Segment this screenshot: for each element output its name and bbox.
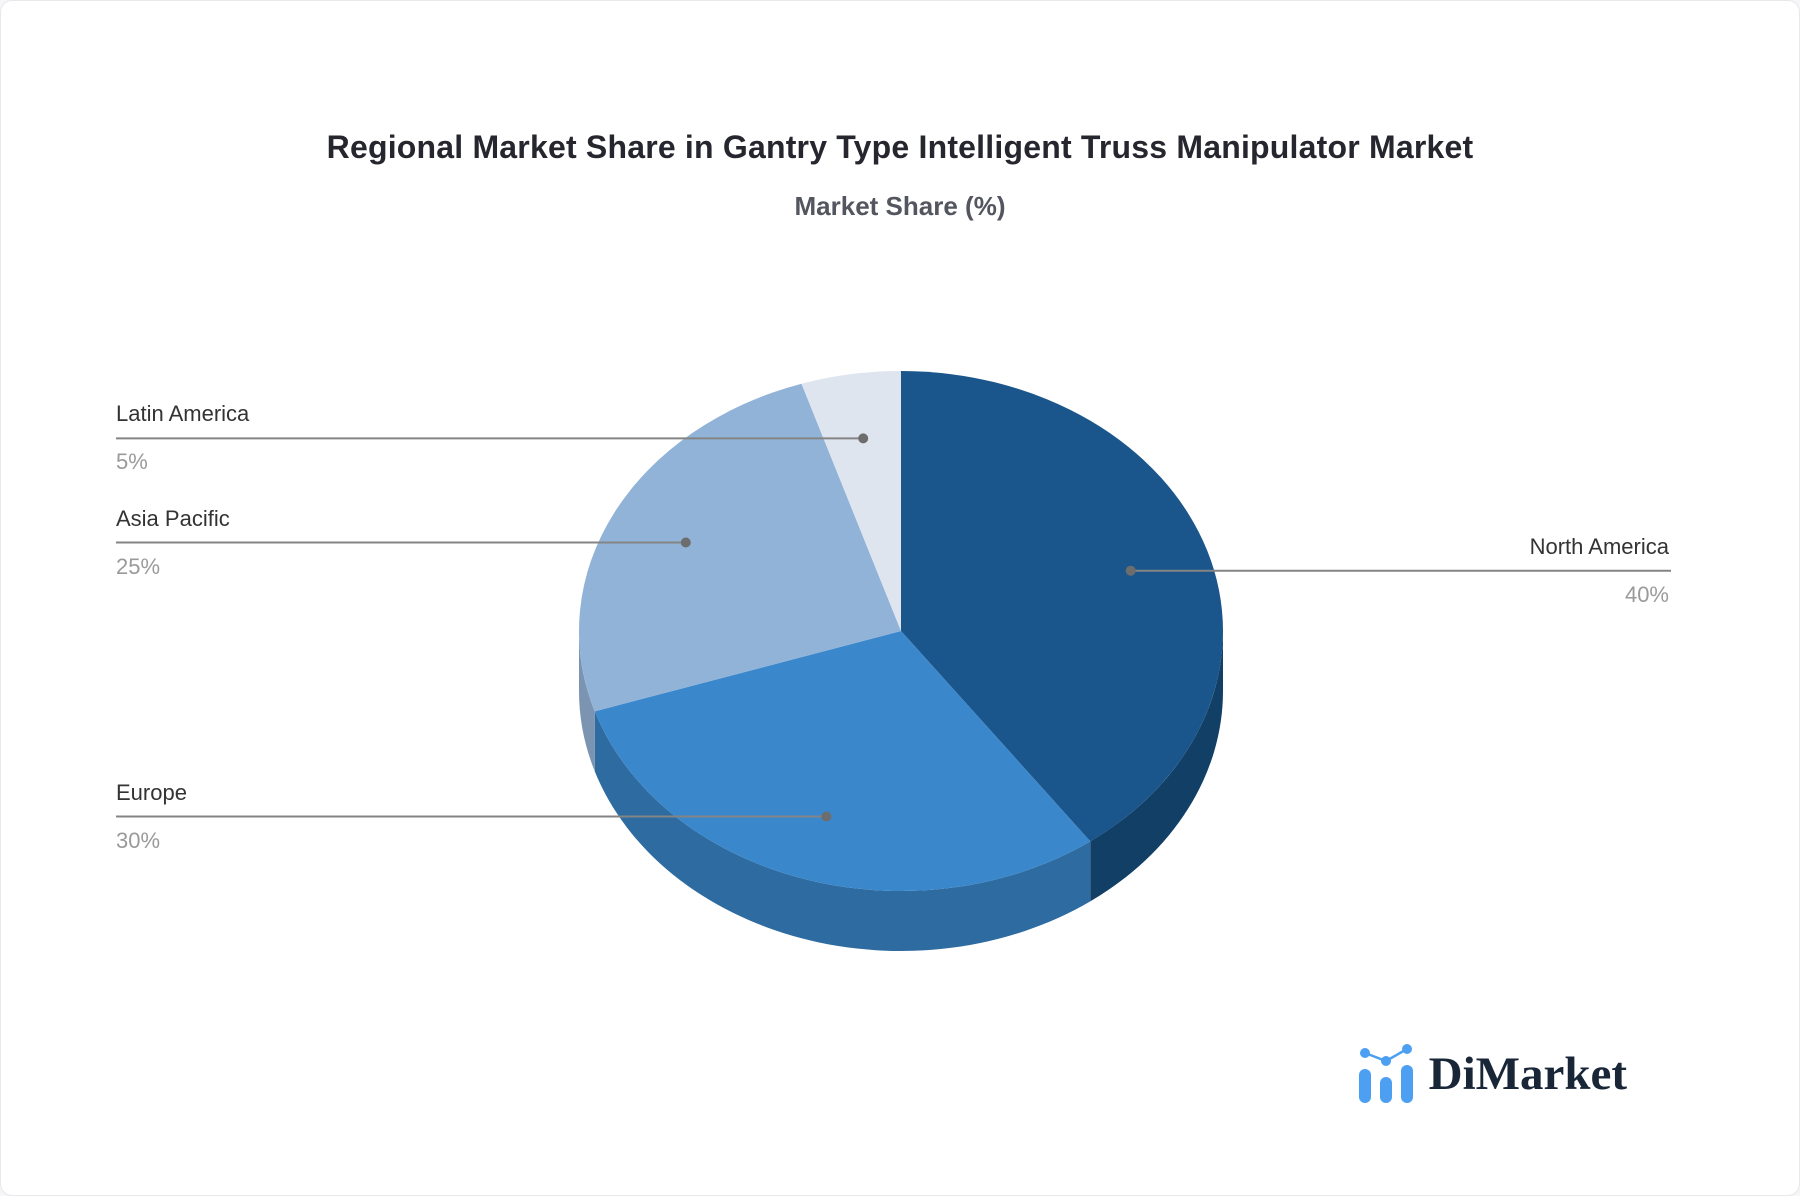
leader-dot-asia-pacific bbox=[680, 537, 691, 548]
pie-slice-europe[interactable] bbox=[594, 631, 1091, 891]
pie-slice-rim-asia-pacific bbox=[579, 631, 595, 772]
leader-dot-north-america bbox=[1125, 565, 1136, 576]
pie-slice-north-america[interactable] bbox=[901, 371, 1223, 842]
brand-name: DiMarket bbox=[1428, 1048, 1627, 1100]
chart-subtitle: Market Share (%) bbox=[794, 191, 1006, 221]
leader-dot-europe bbox=[821, 811, 832, 822]
pie-slice-rim-north-america bbox=[1090, 631, 1223, 902]
slice-percent-north-america: 40% bbox=[1624, 581, 1669, 607]
slice-percent-latin-america: 5% bbox=[116, 449, 148, 475]
slice-label-europe: Europe bbox=[116, 779, 187, 805]
pie-slice-rim-europe bbox=[594, 711, 1091, 951]
slice-label-asia-pacific: Asia Pacific bbox=[116, 505, 230, 531]
brand-logo: DiMarket bbox=[1357, 1039, 1627, 1109]
slice-percent-europe: 30% bbox=[116, 827, 161, 853]
leader-dot-latin-america bbox=[858, 433, 869, 444]
pie-slice-asia-pacific[interactable] bbox=[579, 383, 901, 712]
slice-label-latin-america: Latin America bbox=[116, 401, 250, 427]
slice-label-north-america: North America bbox=[1529, 533, 1669, 559]
slice-percent-asia-pacific: 25% bbox=[116, 553, 161, 579]
pie-slice-latin-america[interactable] bbox=[801, 371, 902, 631]
dimarket-logo-icon bbox=[1358, 1044, 1413, 1103]
page-title: Regional Market Share in Gantry Type Int… bbox=[326, 129, 1474, 165]
